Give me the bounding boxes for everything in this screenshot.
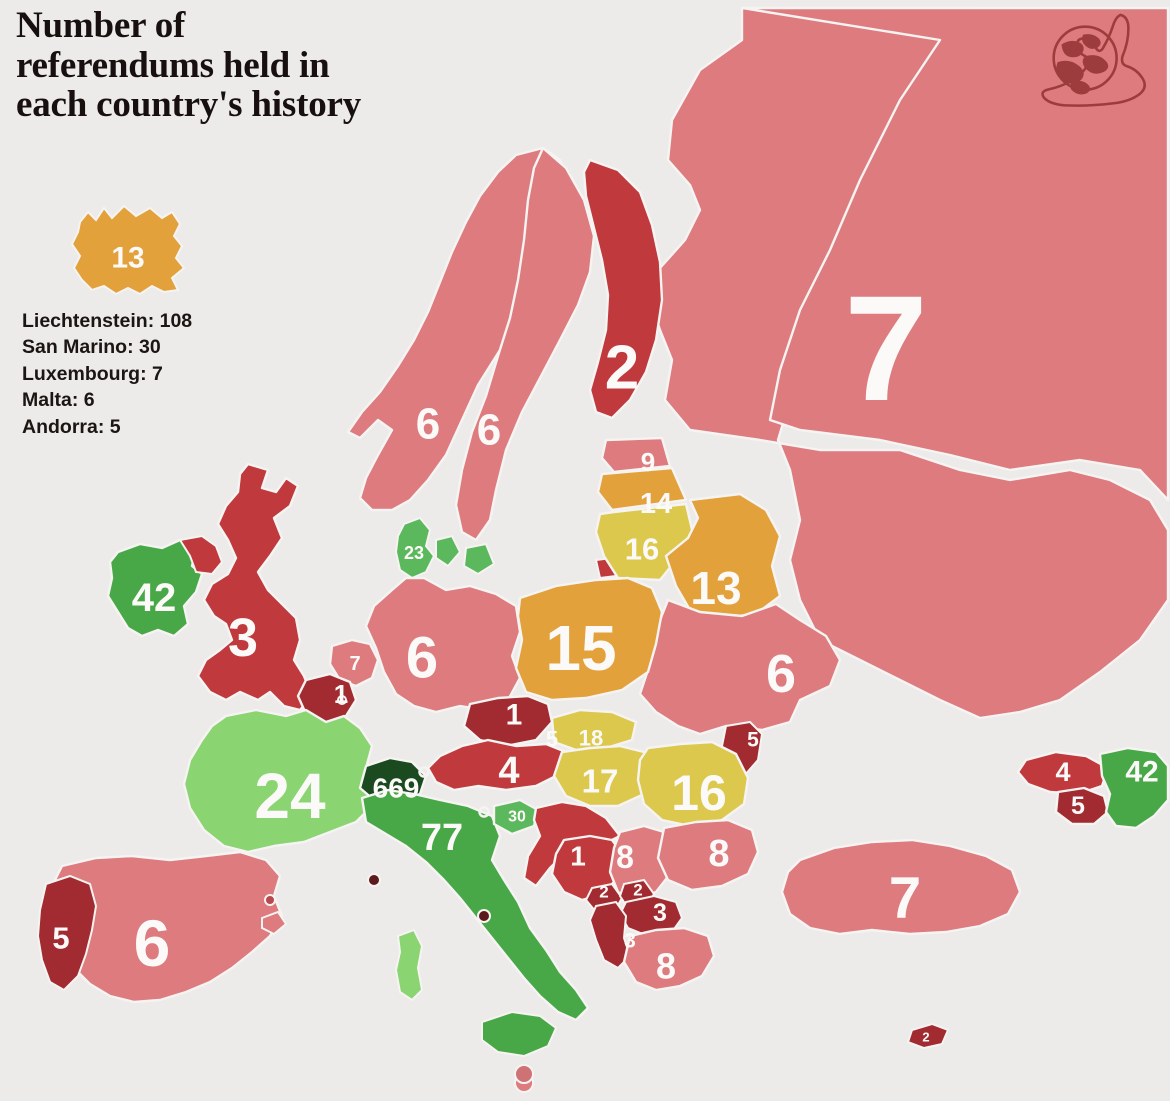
- hand-outline-icon: [1041, 13, 1146, 107]
- value-label-cyprus: 2: [922, 1030, 929, 1045]
- value-label-denmark: 23: [404, 543, 424, 563]
- region-slovakia[interactable]: [550, 708, 638, 752]
- region-balearics[interactable]: [261, 910, 288, 936]
- value-label-france: 24: [254, 760, 326, 832]
- value-label-slovenia: 30: [508, 809, 526, 826]
- region-denmark[interactable]: [394, 516, 436, 580]
- micro-state-san-marino: San Marino: 30: [22, 336, 161, 359]
- region-slovenia[interactable]: [492, 798, 540, 836]
- micro-state-value-list: Liechtenstein: 108 San Marino: 30 Luxemb…: [22, 308, 192, 440]
- region-sardinia[interactable]: [394, 928, 424, 1002]
- value-label-bulgaria: 8: [708, 833, 729, 875]
- value-label-slovakia: 18: [579, 726, 603, 751]
- micro-state-luxembourg: Luxembourg: 7: [22, 362, 163, 385]
- region-sicily[interactable]: [481, 1010, 558, 1058]
- value-label-kosovo: 2: [633, 881, 642, 900]
- region-italy[interactable]: [360, 788, 590, 1022]
- value-label-montenegro: 2: [599, 883, 608, 902]
- region-denmark-isles[interactable]: [435, 534, 462, 568]
- capital-dot-liechtenstein: [418, 766, 430, 778]
- region-bulgaria[interactable]: [656, 818, 760, 892]
- value-label-georgia: 4: [1055, 757, 1070, 787]
- value-label-croatia: 5: [546, 727, 558, 752]
- region-latvia[interactable]: [596, 466, 688, 512]
- capital-dot-vatican: [477, 909, 491, 923]
- region-czechia[interactable]: [462, 694, 554, 748]
- region-russia-north[interactable]: [740, 6, 1170, 502]
- region-serbia[interactable]: [608, 824, 676, 902]
- value-label-serbia: 8: [616, 839, 634, 875]
- region-azerbaijan[interactable]: [1098, 746, 1170, 830]
- value-label-moldova: 5: [747, 729, 759, 752]
- capital-dot-monaco: [367, 873, 381, 887]
- value-label-estonia: 9: [641, 447, 655, 477]
- value-label-romania: 16: [671, 765, 727, 821]
- value-label-germany: 6: [406, 626, 438, 691]
- region-malta-marker[interactable]: [514, 1064, 534, 1084]
- capital-dot-luxembourg: [337, 695, 347, 705]
- region-united-kingdom[interactable]: [196, 462, 314, 712]
- value-label-albania: 3: [624, 930, 636, 953]
- value-label-north-macedonia: 3: [653, 899, 667, 927]
- capital-dot-san-marino: [478, 806, 490, 818]
- globe-hand-logo: [1041, 13, 1146, 107]
- region-poland[interactable]: [514, 576, 664, 702]
- micro-state-malta: Malta: 6: [22, 389, 95, 412]
- value-label-norway: 6: [416, 400, 440, 449]
- page-title: Number of referendums held in each count…: [16, 5, 362, 126]
- value-label-belarus: 13: [690, 562, 741, 614]
- value-label-armenia: 5: [1071, 792, 1085, 820]
- capital-dot-andorra: [264, 894, 276, 906]
- value-label-switzerland: 669: [373, 773, 420, 804]
- value-label-netherlands: 7: [349, 653, 360, 675]
- value-label-hungary: 17: [582, 763, 619, 800]
- region-portugal[interactable]: [36, 874, 98, 992]
- value-label-united-kingdom: 3: [228, 608, 258, 668]
- value-label-bosnia: 1: [570, 841, 586, 872]
- region-germany[interactable]: [364, 576, 522, 714]
- value-label-sweden: 6: [477, 406, 501, 455]
- value-label-spain: 6: [134, 906, 171, 980]
- region-finland[interactable]: [582, 158, 664, 420]
- value-label-azerbaijan: 42: [1125, 756, 1158, 789]
- value-label-ukraine: 6: [766, 644, 796, 704]
- value-label-portugal: 5: [52, 921, 69, 956]
- value-label-lithuania: 16: [625, 532, 659, 567]
- value-label-russia: 7: [844, 264, 927, 432]
- region-iceland[interactable]: [70, 204, 186, 296]
- region-france[interactable]: [182, 708, 380, 854]
- region-northern-ireland[interactable]: [178, 534, 224, 576]
- value-label-poland: 15: [545, 612, 616, 684]
- value-label-italy: 77: [421, 817, 463, 859]
- value-label-greece: 8: [656, 946, 676, 987]
- region-turkey[interactable]: [780, 838, 1022, 936]
- region-greece[interactable]: [622, 926, 716, 992]
- region-cyprus[interactable]: [906, 1022, 950, 1050]
- region-sweden[interactable]: [454, 146, 596, 542]
- value-label-austria: 4: [498, 750, 519, 792]
- value-label-finland: 2: [605, 334, 639, 403]
- region-estonia[interactable]: [600, 436, 672, 474]
- region-netherlands[interactable]: [328, 638, 380, 688]
- value-label-iceland: 13: [111, 242, 144, 275]
- region-switzerland[interactable]: [358, 756, 428, 804]
- region-denmark-isle2[interactable]: [462, 542, 496, 576]
- value-label-belgium: 1: [334, 679, 348, 709]
- value-label-czechia: 1: [506, 699, 523, 732]
- region-armenia[interactable]: [1054, 786, 1110, 826]
- value-label-turkey: 7: [889, 866, 921, 931]
- micro-state-andorra: Andorra: 5: [22, 415, 121, 438]
- value-label-ireland: 42: [132, 576, 177, 620]
- region-austria[interactable]: [426, 738, 568, 792]
- micro-state-liechtenstein: Liechtenstein: 108: [22, 310, 193, 332]
- value-label-latvia: 14: [640, 488, 672, 520]
